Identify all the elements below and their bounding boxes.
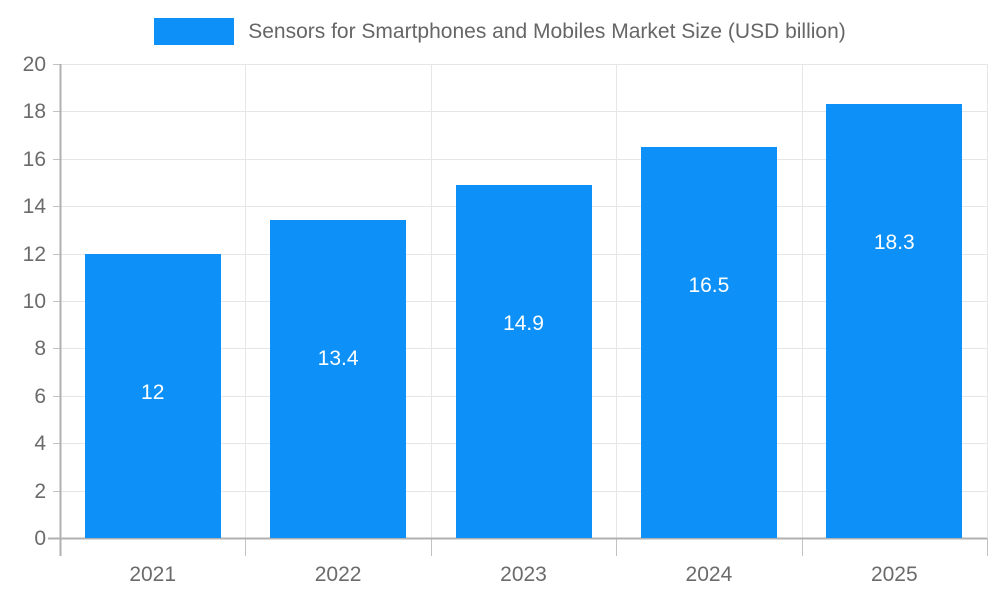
bar-value-label: 12 [141,381,164,404]
y-axis-tick-label: 8 [34,337,46,360]
bar[interactable] [826,104,962,538]
bar-series [85,104,962,538]
bar[interactable] [456,185,592,538]
x-axis-tick-label: 2022 [315,563,362,586]
y-axis-tick-label: 0 [34,527,46,550]
bar[interactable] [85,254,221,538]
y-axis-tick-label: 12 [23,243,46,266]
bar-value-label: 14.9 [503,312,544,335]
y-axis-tick-label: 6 [34,385,46,408]
x-axis-tick-labels: 2021 2022 2023 2024 2025 [129,563,917,586]
x-axis-tick-label: 2025 [871,563,918,586]
y-axis-tick-label: 20 [23,53,46,76]
legend-color-swatch[interactable] [154,17,235,45]
chart-legend: Sensors for Smartphones and Mobiles Mark… [0,14,1000,48]
legend-series-label: Sensors for Smartphones and Mobiles Mark… [248,19,846,43]
y-axis-tick-label: 2 [34,480,46,503]
bar-value-labels: 12 13.4 14.9 16.5 18.3 [141,231,915,404]
x-axis-tick-label: 2023 [500,563,547,586]
y-axis-tick-label: 18 [23,100,46,123]
bar-value-label: 13.4 [318,347,359,370]
bar-value-label: 18.3 [874,231,915,254]
bar[interactable] [641,147,777,538]
bar-value-label: 16.5 [688,274,729,297]
y-axis-tick-label: 16 [23,148,46,171]
y-axis-tick-label: 10 [23,290,46,313]
x-axis-tick-label: 2024 [686,563,733,586]
x-axis-tick-label: 2021 [129,563,176,586]
axis-lines [48,64,987,556]
y-axis-tick-label: 14 [23,195,47,218]
y-axis-tick-label: 4 [34,432,46,455]
y-axis-tick-labels: 0 2 4 6 8 10 12 14 16 18 20 [23,53,47,550]
bar[interactable] [270,220,406,538]
